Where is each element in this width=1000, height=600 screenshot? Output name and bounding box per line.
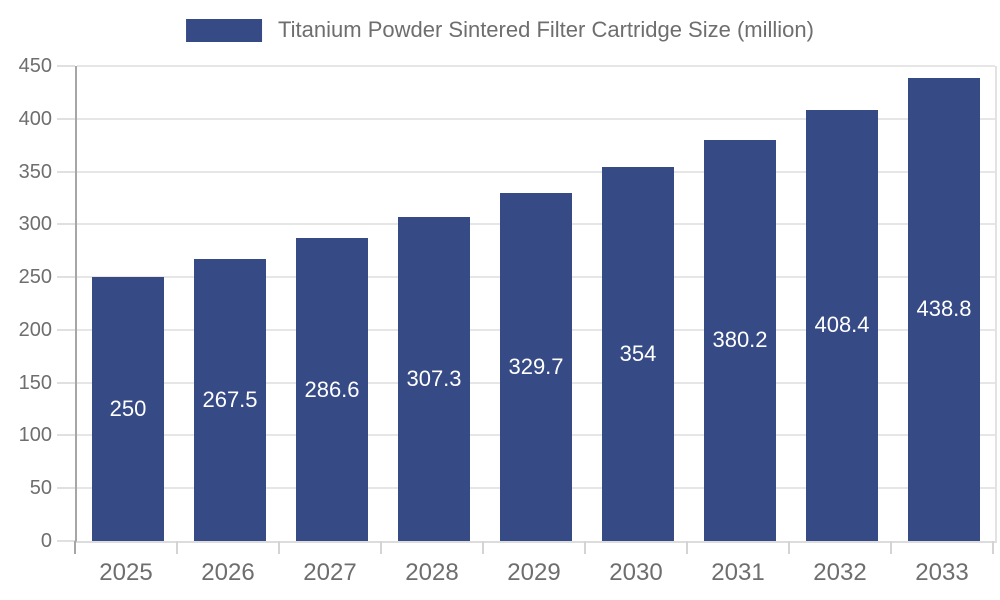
y-axis-tick: [57, 170, 75, 173]
x-axis-tick: [74, 541, 76, 554]
y-axis-label: 400: [18, 107, 52, 130]
y-axis-label: 0: [40, 530, 52, 552]
y-axis-label: 50: [29, 477, 52, 500]
x-axis-label-2029: 2029: [507, 559, 561, 586]
y-axis-tick: [57, 276, 75, 279]
gridline-y-400: [77, 117, 995, 120]
bar-2028: 307.3: [398, 216, 470, 541]
bar-2033: 438.8: [908, 77, 980, 541]
y-axis-tick: [57, 381, 75, 384]
x-axis-tick: [788, 541, 790, 554]
legend-label: Titanium Powder Sintered Filter Cartridg…: [278, 17, 814, 42]
y-axis-tick: [57, 117, 75, 120]
x-axis-tick: [584, 541, 586, 554]
x-axis-tick: [176, 541, 178, 554]
y-axis-label: 450: [18, 55, 52, 77]
plot-area: 250 267.5 286.6 307.3 329.7 354 380.2 408.4 438.…: [75, 65, 997, 543]
legend: Titanium Powder Sintered Filter Cartridg…: [186, 17, 814, 43]
x-axis-label-2025: 2025: [99, 559, 153, 586]
bar-value-label: 250: [109, 396, 147, 422]
x-axis-tick: [890, 541, 892, 554]
y-axis-tick: [57, 434, 75, 437]
y-axis-label: 350: [18, 160, 52, 183]
x-axis-label-2031: 2031: [711, 559, 765, 586]
x-axis-tick: [482, 541, 484, 554]
bar-value-label: 380.2: [712, 327, 768, 353]
legend-swatch: [186, 18, 263, 42]
bar-2026: 267.5: [194, 258, 266, 541]
bar-value-label: 329.7: [508, 353, 564, 379]
y-axis-label: 250: [18, 266, 52, 289]
y-axis-tick: [57, 223, 75, 226]
y-axis-label: 150: [18, 371, 52, 394]
x-axis-tick: [380, 541, 382, 554]
bar-2029: 329.7: [500, 192, 572, 541]
bar-2027: 286.6: [296, 238, 368, 541]
y-axis-tick: [57, 540, 75, 542]
gridline-y-350: [77, 170, 995, 173]
x-axis-label-2032: 2032: [813, 559, 867, 586]
x-axis-label-2030: 2030: [609, 559, 663, 586]
x-axis-label-2027: 2027: [303, 559, 357, 586]
x-axis-tick: [992, 541, 994, 554]
bar-value-label: 354: [619, 341, 657, 367]
bar-2025: 250: [92, 277, 164, 541]
y-axis-tick: [57, 487, 75, 490]
bar-value-label: 286.6: [304, 376, 360, 402]
bar-2030: 354: [602, 167, 674, 541]
bar-2032: 408.4: [806, 109, 878, 541]
y-axis-tick: [57, 65, 75, 67]
bar-value-label: 438.8: [916, 296, 972, 322]
y-axis-label: 200: [18, 318, 52, 341]
x-axis-tick: [686, 541, 688, 554]
bar-value-label: 307.3: [406, 365, 462, 391]
gridline-y-450: [77, 65, 995, 67]
x-axis-label-2026: 2026: [201, 559, 255, 586]
y-axis-label: 100: [18, 424, 52, 447]
bar-2031: 380.2: [704, 139, 776, 541]
x-axis-tick: [278, 541, 280, 554]
bar-value-label: 267.5: [202, 386, 258, 412]
y-axis-tick: [57, 328, 75, 331]
x-axis-label-2033: 2033: [915, 559, 969, 586]
x-axis-label-2028: 2028: [405, 559, 459, 586]
bar-value-label: 408.4: [814, 312, 870, 338]
y-axis-label: 300: [18, 213, 52, 236]
